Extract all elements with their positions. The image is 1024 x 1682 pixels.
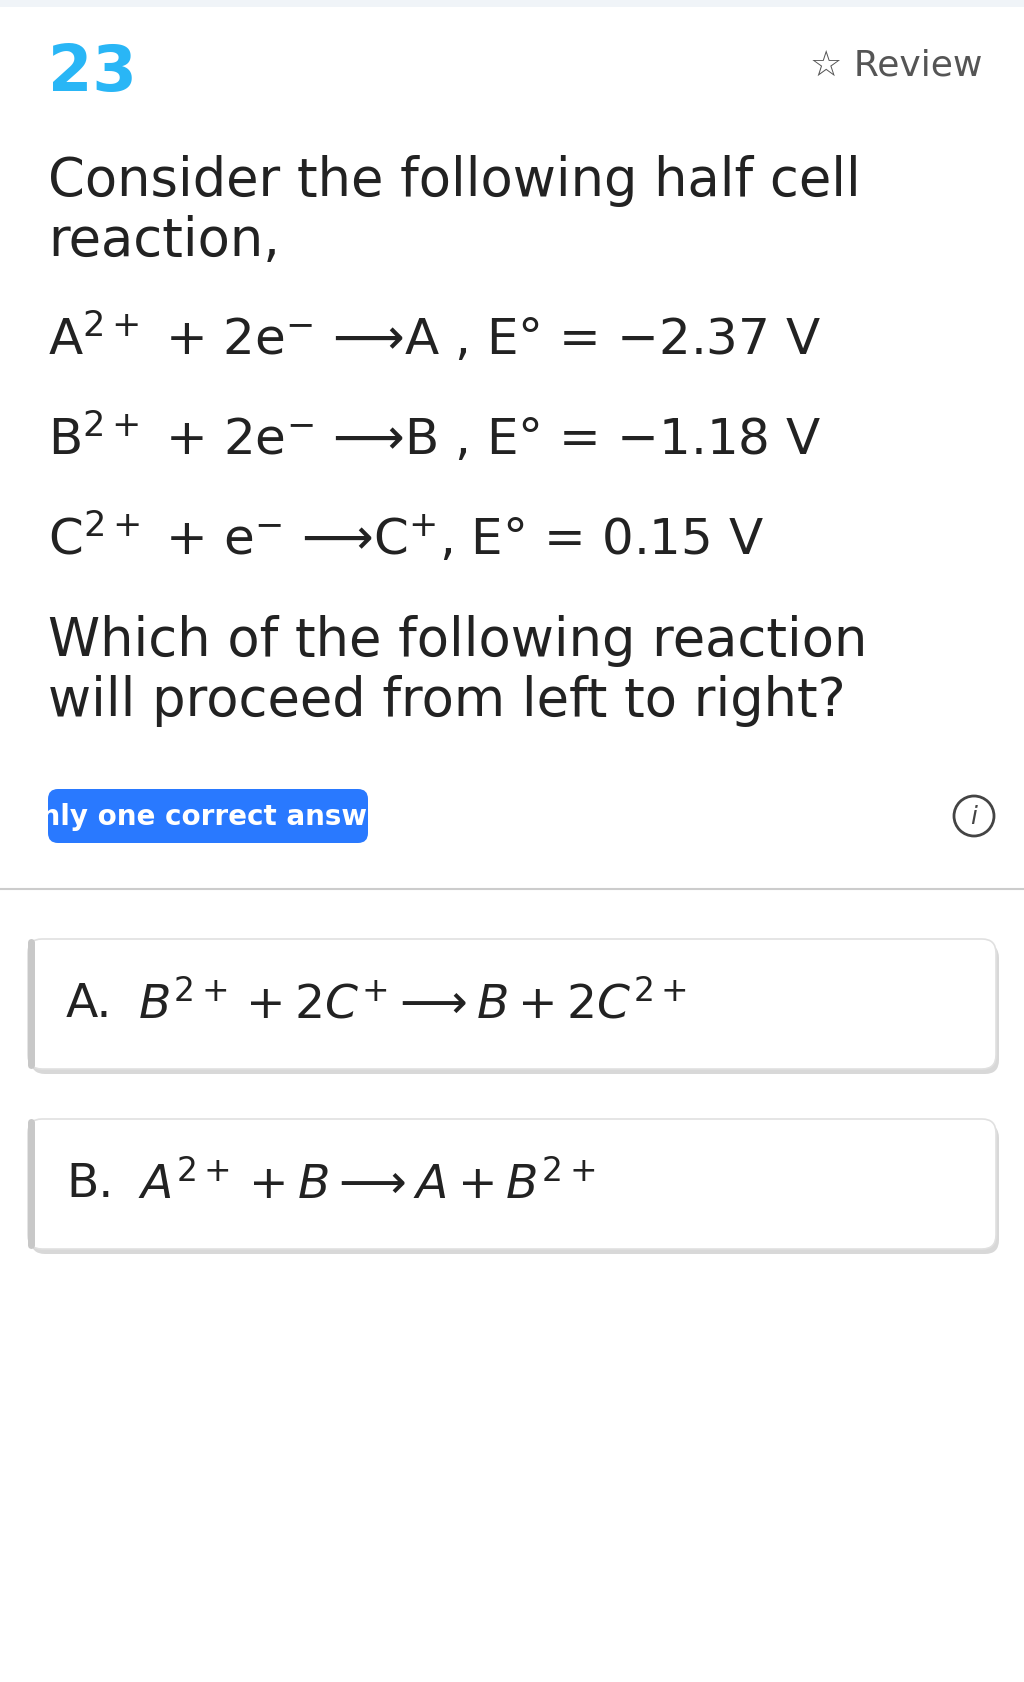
Text: $A^{2+} + B \longrightarrow A + B^{2+}$: $A^{2+} + B \longrightarrow A + B^{2+}$ [138,1161,595,1208]
Text: 23: 23 [48,42,137,104]
Text: Only one correct answer: Only one correct answer [16,802,399,831]
Text: A.: A. [66,982,113,1028]
Text: i: i [971,804,978,829]
FancyBboxPatch shape [48,789,368,843]
Text: B$^{2+}$ + 2e$^{-}$ ⟶B , E° = −1.18 V: B$^{2+}$ + 2e$^{-}$ ⟶B , E° = −1.18 V [48,410,821,464]
FancyBboxPatch shape [28,940,35,1070]
FancyBboxPatch shape [28,1119,35,1250]
Text: C$^{2+}$ + e$^{-}$ ⟶C$^{+}$, E° = 0.15 V: C$^{2+}$ + e$^{-}$ ⟶C$^{+}$, E° = 0.15 V [48,510,764,565]
Bar [0,0,1024,8]
Text: A$^{2+}$ + 2e$^{-}$ ⟶A , E° = −2.37 V: A$^{2+}$ + 2e$^{-}$ ⟶A , E° = −2.37 V [48,309,821,365]
FancyBboxPatch shape [28,940,996,1070]
Text: Which of the following reaction: Which of the following reaction [48,614,867,666]
FancyBboxPatch shape [28,1119,996,1250]
FancyBboxPatch shape [31,1124,999,1255]
Text: reaction,: reaction, [48,215,280,267]
FancyBboxPatch shape [31,944,999,1075]
Text: B.: B. [66,1162,114,1206]
Text: will proceed from left to right?: will proceed from left to right? [48,674,846,727]
Text: $B^{2+} + 2C^{+} \longrightarrow B + 2C^{2+}$: $B^{2+} + 2C^{+} \longrightarrow B + 2C^… [138,981,687,1028]
Text: Consider the following half cell: Consider the following half cell [48,155,861,207]
Text: ☆ Review: ☆ Review [810,49,982,82]
